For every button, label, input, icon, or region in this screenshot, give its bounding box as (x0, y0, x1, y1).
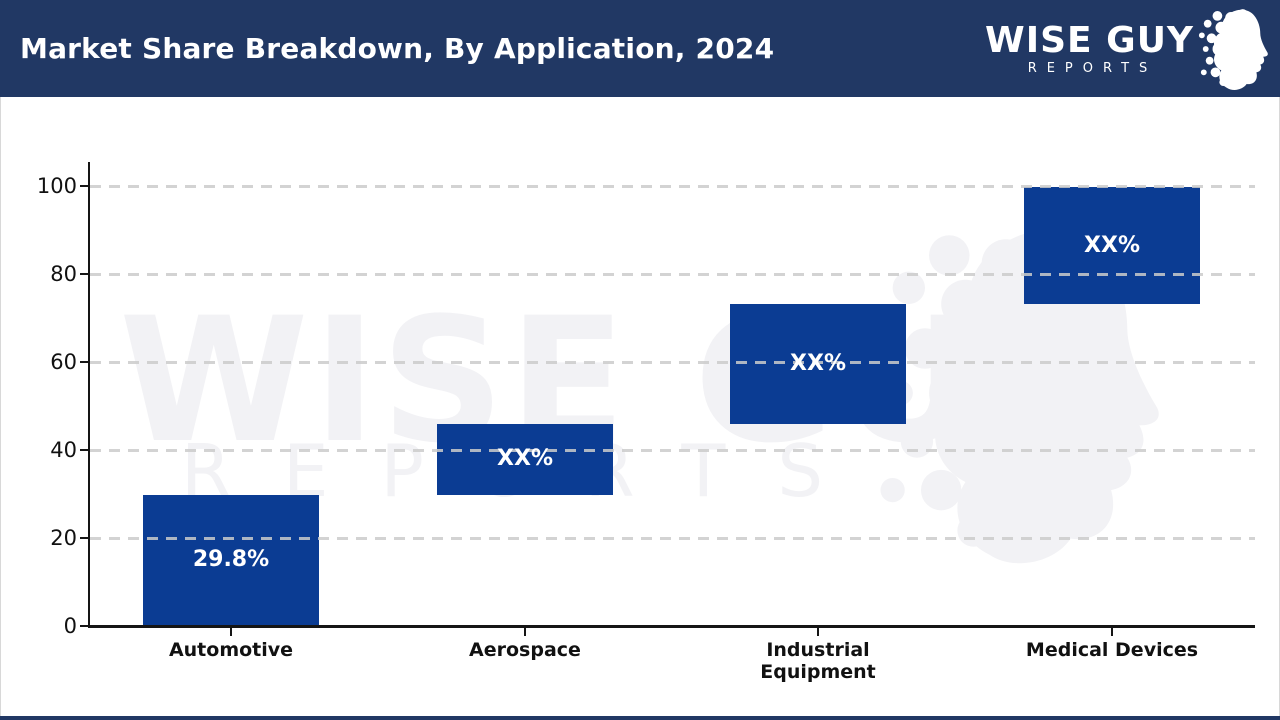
page-title: Market Share Breakdown, By Application, … (20, 32, 775, 65)
y-tick-0 (80, 625, 89, 627)
chart-area: WISE GUY REPORTS 02040608010029.8%Automo… (0, 97, 1280, 716)
bar-automotive (143, 494, 319, 626)
y-tick-label-100: 100 (36, 174, 77, 198)
x-tick-aerospace (524, 627, 526, 636)
header-bar: Market Share Breakdown, By Application, … (0, 0, 1280, 97)
x-tick-industrial-equipment (817, 627, 819, 636)
y-tick-80 (80, 273, 89, 275)
bar-value-label-automotive: 29.8% (192, 547, 270, 573)
y-tick-label-40: 40 (50, 438, 77, 462)
y-tick-40 (80, 449, 89, 451)
gridline-40 (90, 448, 1255, 452)
y-tick-100 (80, 185, 89, 187)
gridline-80 (90, 272, 1255, 276)
bar-value-label-aerospace: XX% (497, 446, 553, 472)
bar-value-label-industrial-equipment: XX% (790, 351, 846, 377)
y-tick-20 (80, 537, 89, 539)
x-category-label-automotive: Automotive (168, 639, 294, 661)
x-category-label-industrial-equipment: Industrial Equipment (760, 639, 876, 683)
bar-medical-devices (1024, 186, 1200, 305)
y-tick-label-60: 60 (50, 350, 77, 374)
y-tick-60 (80, 361, 89, 363)
bar-industrial-equipment (730, 304, 906, 425)
logo-subtitle: REPORTS (1027, 61, 1158, 76)
gridline-100 (90, 184, 1255, 188)
footer-bar (0, 716, 1280, 720)
y-axis-line (88, 162, 90, 628)
wise-guy-logo: WISE GUY REPORTS (985, 4, 1270, 94)
logo-head-icon (1198, 9, 1268, 90)
gridline-60 (90, 360, 1255, 364)
x-category-label-medical-devices: Medical Devices (1025, 639, 1199, 661)
x-category-label-aerospace: Aerospace (469, 639, 581, 661)
logo-wordmark: WISE GUY (984, 20, 1194, 61)
y-tick-label-0: 0 (63, 614, 77, 638)
x-tick-medical-devices (1111, 627, 1113, 636)
bar-aerospace (437, 424, 613, 495)
y-tick-label-80: 80 (50, 262, 77, 286)
y-tick-label-20: 20 (50, 526, 77, 550)
gridline-20 (90, 536, 1255, 540)
x-tick-automotive (230, 627, 232, 636)
logo-text: WISE GUY REPORTS (984, 20, 1194, 76)
bar-value-label-medical-devices: XX% (1084, 232, 1140, 258)
x-axis-line (88, 625, 1255, 628)
